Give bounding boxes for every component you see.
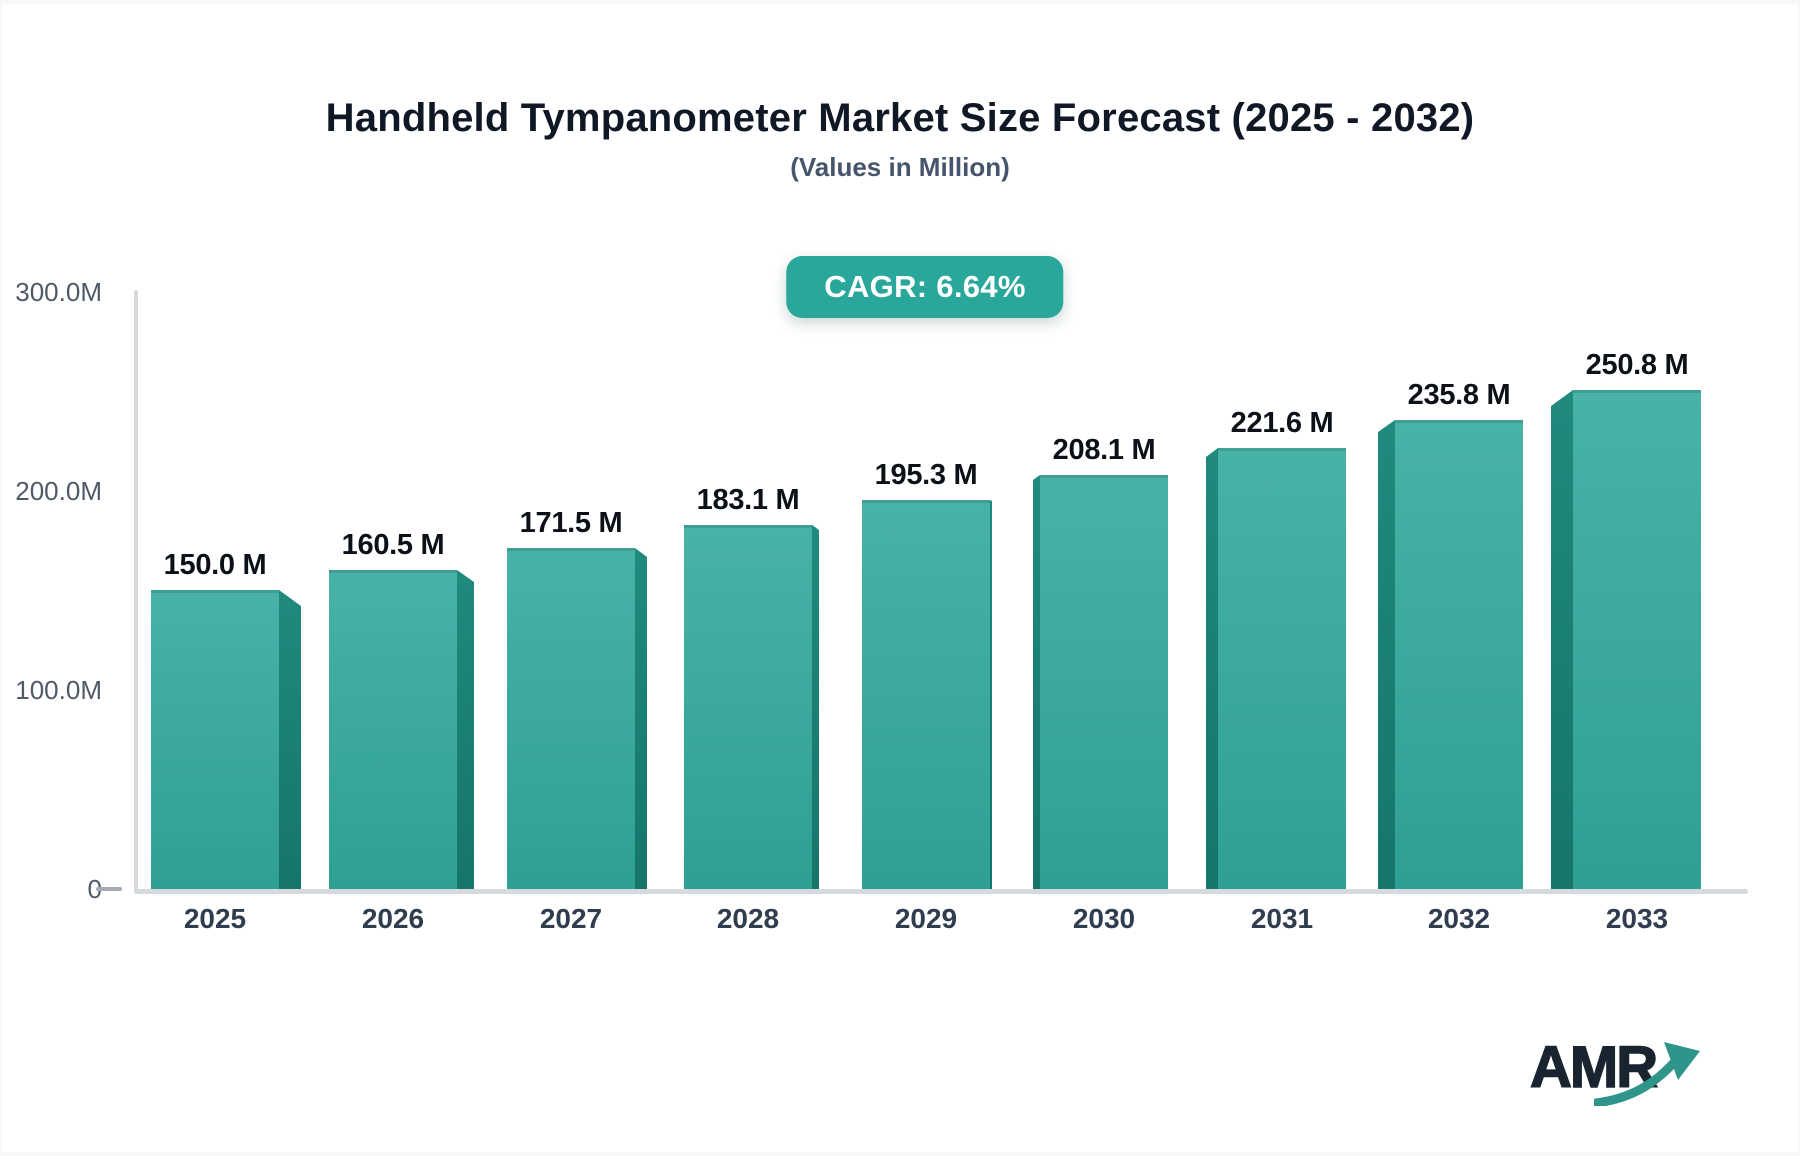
x-axis-label-2032: 2032 xyxy=(1427,903,1491,934)
x-axis-label-2026: 2026 xyxy=(361,903,425,934)
bar-2028[interactable] xyxy=(684,525,812,889)
bar-value-label-2028: 183.1 M xyxy=(696,484,800,516)
bar-side-2027 xyxy=(635,548,647,889)
y-axis-tick-300.0M: 300.0M xyxy=(15,277,102,307)
zero-tick-mark xyxy=(96,887,122,891)
bar-2030[interactable] xyxy=(1040,475,1168,889)
bar-value-label-2026: 160.5 M xyxy=(341,529,445,561)
bar-side-2031 xyxy=(1206,448,1218,889)
bar-2027[interactable] xyxy=(507,548,635,889)
x-axis-line xyxy=(134,889,1748,894)
bar-2031[interactable] xyxy=(1218,448,1346,889)
bar-value-label-2032: 235.8 M xyxy=(1407,379,1511,411)
amr-logo: AMR xyxy=(1529,1032,1720,1118)
plot-area: 150.0 M 2025 160.5 M 2026 171.5 M 2027 183.1 M… xyxy=(134,292,1748,934)
bar-2032[interactable] xyxy=(1395,420,1523,889)
bar-side-2026 xyxy=(457,570,474,889)
bar-side-2025 xyxy=(279,590,301,889)
bar-value-label-2025: 150.0 M xyxy=(163,549,267,581)
chart-subtitle: (Values in Million) xyxy=(790,152,1010,182)
x-axis-label-2031: 2031 xyxy=(1250,903,1314,934)
y-axis-line xyxy=(134,290,138,893)
bar-2025[interactable] xyxy=(151,590,279,889)
bar-side-2033 xyxy=(1551,390,1573,889)
growth-arrow-icon xyxy=(1594,1042,1700,1106)
bar-value-label-2031: 221.6 M xyxy=(1230,407,1334,439)
bar-value-label-2029: 195.3 M xyxy=(874,459,978,491)
bar-value-label-2030: 208.1 M xyxy=(1052,434,1156,466)
bar-value-label-2033: 250.8 M xyxy=(1585,349,1689,381)
x-axis-label-2027: 2027 xyxy=(539,903,603,934)
bar-2029[interactable] xyxy=(862,500,990,889)
bar-2026[interactable] xyxy=(329,570,457,889)
x-axis-label-2029: 2029 xyxy=(894,903,958,934)
x-axis-label-2028: 2028 xyxy=(716,903,780,934)
chart-canvas: Handheld Tympanometer Market Size Foreca… xyxy=(2,4,1798,1152)
x-axis-label-2033: 2033 xyxy=(1605,903,1669,934)
x-axis-label-2025: 2025 xyxy=(183,903,247,934)
chart-title: Handheld Tympanometer Market Size Foreca… xyxy=(325,96,1475,140)
bar-value-label-2027: 171.5 M xyxy=(519,507,623,539)
bar-side-2030 xyxy=(1033,475,1040,889)
y-axis-tick-100.0M: 100.0M xyxy=(15,675,102,705)
x-axis-label-2030: 2030 xyxy=(1072,903,1136,934)
cagr-badge: CAGR: 6.64% xyxy=(786,256,1064,318)
y-axis-tick-200.0M: 200.0M xyxy=(15,476,102,506)
bar-side-2032 xyxy=(1378,420,1395,889)
bar-side-2029 xyxy=(990,500,992,889)
y-axis-tick-0: 0 xyxy=(87,874,102,904)
bar-side-2028 xyxy=(812,525,819,889)
bar-2033[interactable] xyxy=(1573,390,1701,889)
